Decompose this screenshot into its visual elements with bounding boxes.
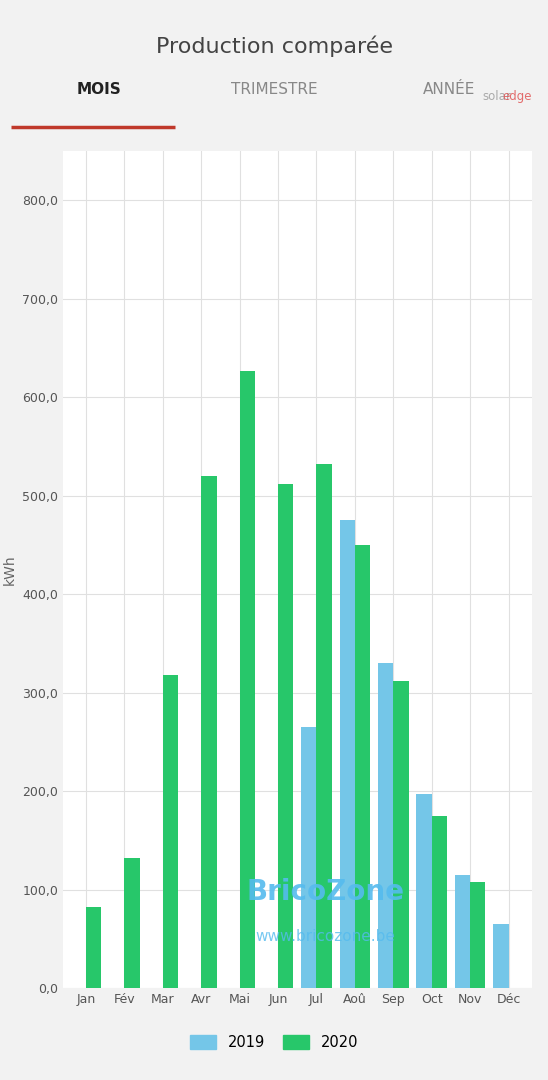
Text: BricoZone: BricoZone [247,878,404,906]
Bar [432,815,447,988]
Bar [124,859,140,988]
Bar [278,484,293,988]
Bar [340,521,355,988]
Bar [163,675,178,988]
Text: edge: edge [502,90,532,103]
Text: ANNÉE: ANNÉE [423,82,476,97]
Bar [416,794,432,988]
Bar [355,545,370,988]
Bar [239,370,255,988]
Bar [493,924,509,988]
Bar [455,875,470,988]
Text: www.bricozone.be: www.bricozone.be [255,929,395,944]
Bar [301,727,317,988]
Bar [86,907,101,988]
Bar [201,476,216,988]
Y-axis label: kWh: kWh [3,554,16,585]
Bar [393,681,409,988]
Bar [317,464,332,988]
Legend: 2019, 2020: 2019, 2020 [184,1028,364,1056]
Text: MOIS: MOIS [76,82,121,97]
Text: solar: solar [482,90,511,103]
Text: TRIMESTRE: TRIMESTRE [231,82,317,97]
Bar [470,882,486,988]
Text: Production comparée: Production comparée [156,36,392,56]
Bar [378,663,393,988]
